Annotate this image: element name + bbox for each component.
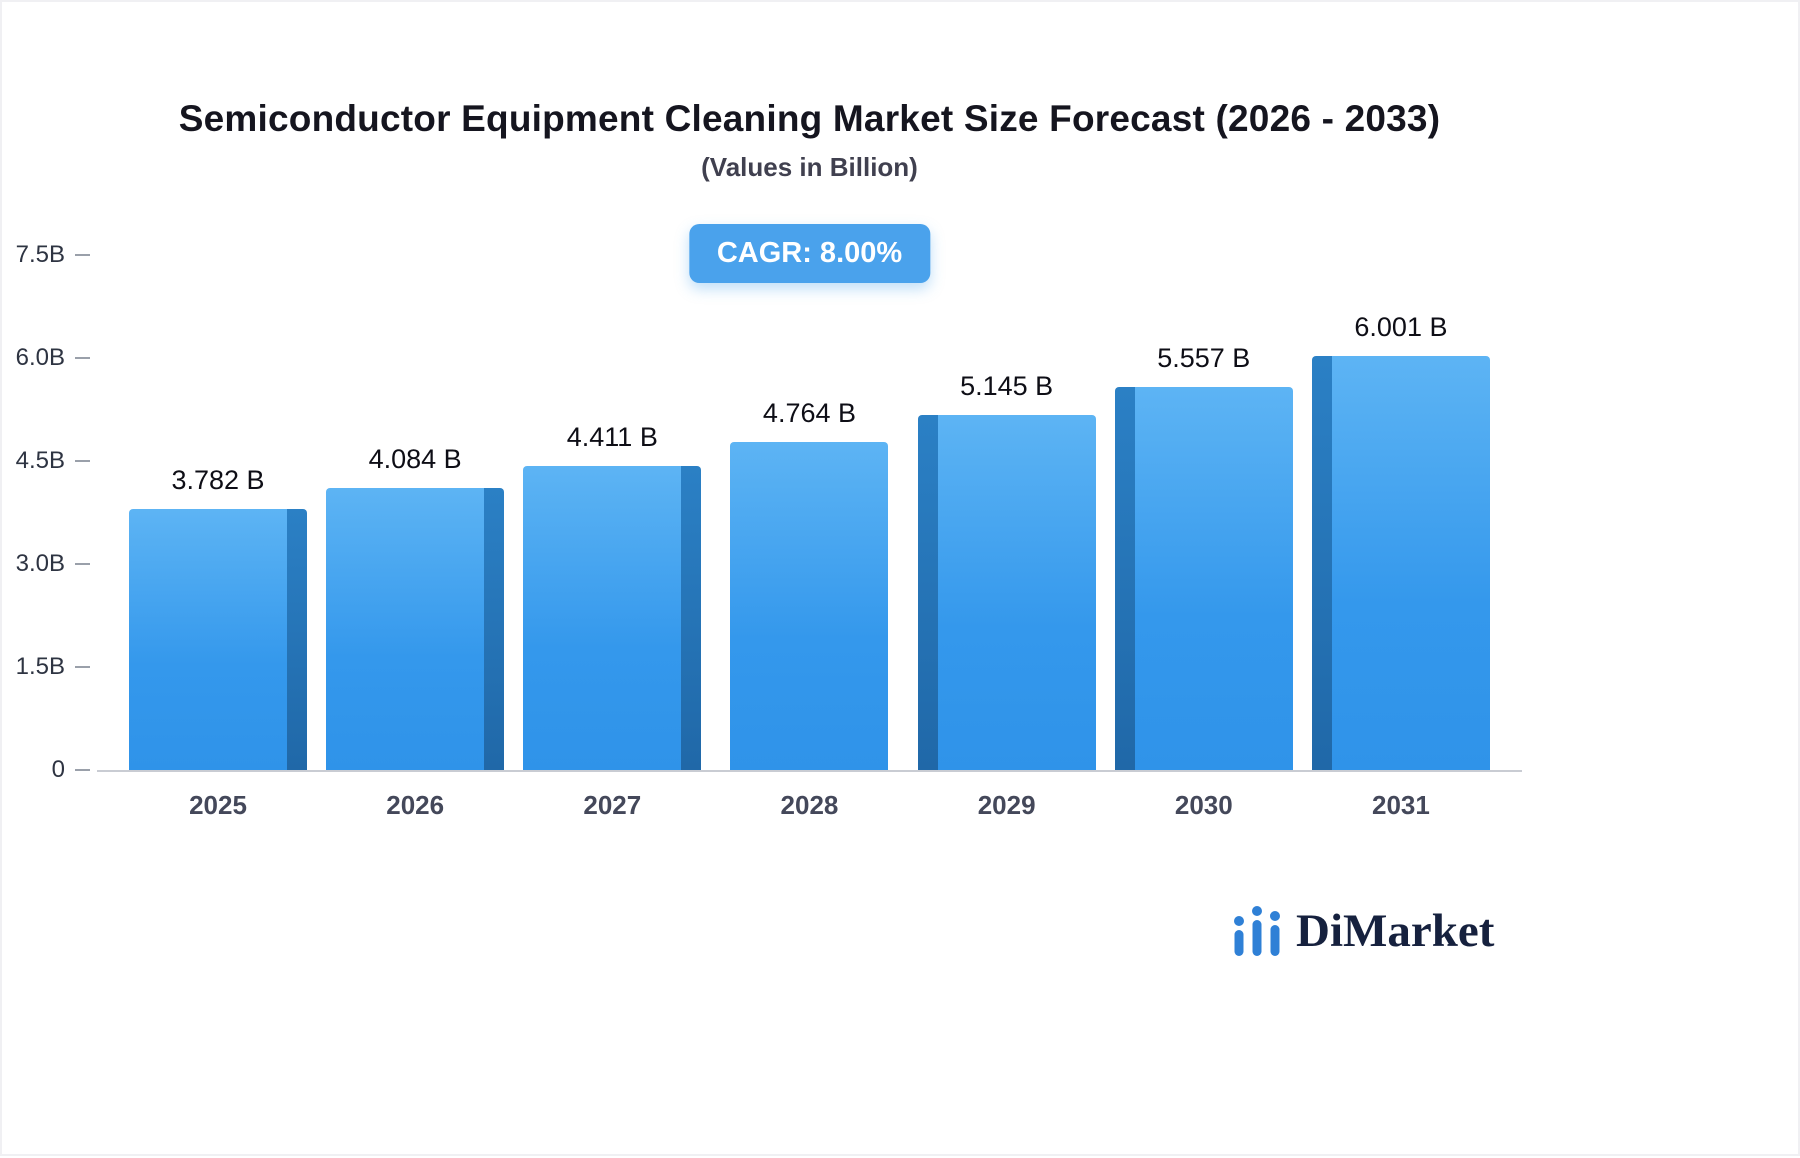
- y-tick-label: 3.0B: [15, 550, 65, 577]
- bar-body: [326, 488, 485, 770]
- y-tick-mark: [75, 460, 90, 462]
- bar-3d-side: [287, 509, 307, 770]
- bar-value-label: 4.084 B: [368, 444, 462, 474]
- y-tick-4.5B: 4.5B: [2, 447, 90, 475]
- bar-chart-icon: [1234, 906, 1280, 956]
- bar-2029: 5.145 B: [917, 371, 1096, 770]
- chart-subtitle: (Values in Billion): [701, 152, 918, 182]
- y-tick-7.5B: 7.5B: [2, 241, 90, 269]
- bar-value-label: 4.764 B: [762, 398, 856, 428]
- bar-3d-side: [1311, 356, 1332, 770]
- y-tick-label: 1.5B: [15, 653, 65, 680]
- x-axis-label-2026: 2026: [386, 790, 445, 820]
- bars-container: 3.782 B 4.084 B 4.411 B 4.764 B 5.145 B 5.557…: [97, 255, 1522, 770]
- cagr-badge: CAGR: 8.00%: [688, 224, 931, 283]
- y-tick-label: 7.5B: [15, 241, 65, 268]
- x-axis-label-2027: 2027: [583, 790, 642, 820]
- bar-value-label: 5.557 B: [1157, 343, 1251, 373]
- x-axis-label-2029: 2029: [977, 790, 1036, 820]
- bar-3d-side: [1114, 387, 1135, 770]
- bar-body: [1331, 356, 1490, 770]
- bar-value-label: 6.001 B: [1354, 312, 1448, 342]
- bar-2031: 6.001 B: [1311, 312, 1490, 770]
- y-tick-mark: [75, 254, 90, 256]
- bar-2026: 4.084 B: [326, 444, 505, 770]
- y-tick-6.0B: 6.0B: [2, 344, 90, 372]
- y-tick-label: 4.5B: [15, 447, 65, 474]
- bar-2030: 5.557 B: [1114, 343, 1293, 770]
- chart-title: Semiconductor Equipment Cleaning Market …: [178, 98, 1441, 139]
- bar-2027: 4.411 B: [523, 422, 702, 770]
- x-axis-label-2025: 2025: [189, 790, 247, 820]
- bar-3d-side: [681, 466, 702, 770]
- bar-body: [1134, 387, 1293, 770]
- plot-area: 3.782 B 4.084 B 4.411 B 4.764 B 5.145 B 5.557…: [16, 241, 1522, 783]
- y-tick-label: 0: [51, 756, 65, 783]
- x-axis-label-2028: 2028: [780, 790, 839, 820]
- bar-value-label: 4.411 B: [566, 422, 658, 452]
- x-axis-label-2030: 2030: [1174, 790, 1233, 820]
- chart-content: Semiconductor Equipment Cleaning Market …: [2, 2, 1617, 1158]
- bar-body: [730, 442, 889, 770]
- y-tick-mark: [75, 666, 90, 668]
- bar-3d-side: [484, 488, 505, 770]
- bar-body: [937, 415, 1096, 770]
- y-tick-mark: [75, 357, 90, 359]
- bar-body: [129, 509, 287, 770]
- y-tick-label: 6.0B: [15, 344, 65, 371]
- bar-body: [523, 466, 682, 770]
- y-tick-mark: [75, 769, 90, 771]
- x-axis-label-2031: 2031: [1372, 790, 1430, 820]
- brand-logo: DiMarket: [1230, 904, 1494, 958]
- brand-logo-text: DiMarket: [1296, 905, 1495, 958]
- bar-value-label: 5.145 B: [960, 371, 1054, 401]
- bar-value-label: 3.782 B: [171, 465, 265, 495]
- bar-2028: 4.764 B: [720, 398, 898, 770]
- y-tick-1.5B: 1.5B: [2, 653, 90, 681]
- y-tick-3.0B: 3.0B: [2, 550, 90, 578]
- bar-2025: 3.782 B: [129, 465, 307, 770]
- y-tick-0: 0: [2, 756, 90, 784]
- bar-3d-side: [917, 415, 938, 770]
- x-axis-labels: 2025 2026 2027 2028 2029 2030 2031: [97, 790, 1522, 821]
- y-tick-mark: [75, 563, 90, 565]
